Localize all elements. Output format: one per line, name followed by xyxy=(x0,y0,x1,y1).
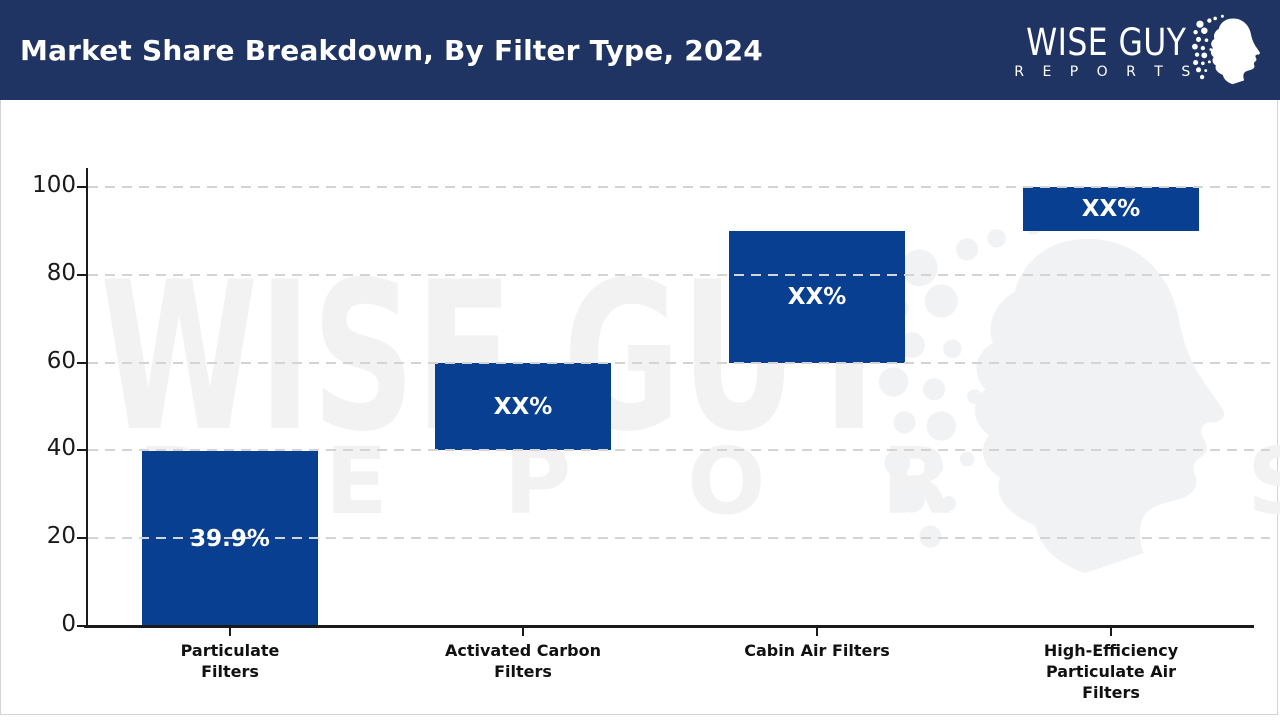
y-tick-label-20: 20 xyxy=(46,523,76,549)
x-category-label-1: Particulate Filters xyxy=(180,641,280,681)
x-axis-spine xyxy=(84,625,1254,628)
gridline-y80 xyxy=(88,274,1270,276)
y-tick-label-80: 80 xyxy=(46,260,76,286)
page-title: Market Share Breakdown, By Filter Type, … xyxy=(20,33,763,67)
x-category-label-3: Cabin Air Filters xyxy=(744,641,890,660)
y-tick-80 xyxy=(77,274,86,276)
y-tick-label-0: 0 xyxy=(61,611,76,637)
gridline-y40 xyxy=(88,449,1270,451)
y-tick-label-60: 60 xyxy=(46,348,76,374)
x-tick-2 xyxy=(522,628,524,636)
y-tick-40 xyxy=(77,449,86,451)
x-category-label-4: High-Efficiency Particulate Air Filters xyxy=(1043,641,1179,702)
x-tick-4 xyxy=(1110,628,1112,636)
bar-label-2: XX% xyxy=(493,394,553,420)
y-tick-60 xyxy=(77,362,86,364)
y-tick-label-40: 40 xyxy=(46,435,76,461)
frame-left-border xyxy=(0,100,1,714)
gridline-y60 xyxy=(88,362,1270,364)
bar-2 xyxy=(435,363,611,450)
logo-subtext: R E P O R T S xyxy=(1014,63,1198,80)
y-tick-0 xyxy=(77,625,86,627)
gridline-y20 xyxy=(88,537,1270,539)
y-tick-20 xyxy=(77,537,86,539)
bar-label-4: XX% xyxy=(1081,196,1141,222)
bar-3 xyxy=(729,231,905,363)
logo-wordmark: WISE GUY xyxy=(1025,20,1186,64)
frame-bottom-border xyxy=(0,714,1278,715)
x-tick-3 xyxy=(816,628,818,636)
bar-4 xyxy=(1023,187,1199,231)
frame-right-border xyxy=(1277,100,1278,714)
x-category-label-2: Activated Carbon Filters xyxy=(444,641,601,681)
x-tick-1 xyxy=(229,628,231,636)
brand-logo: WISE GUY R E P O R T S xyxy=(1012,8,1268,94)
y-tick-label-100: 100 xyxy=(32,172,76,198)
y-axis-spine xyxy=(86,168,88,628)
bar-label-1: 39.9% xyxy=(190,526,270,552)
bar-label-3: XX% xyxy=(787,284,847,310)
y-tick-100 xyxy=(77,186,86,188)
header-bar: Market Share Breakdown, By Filter Type, … xyxy=(0,0,1280,100)
gridline-y100 xyxy=(88,186,1270,188)
